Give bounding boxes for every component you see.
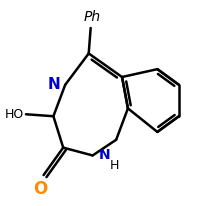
Text: Ph: Ph [84, 10, 101, 24]
Text: HO: HO [5, 107, 24, 120]
Text: N: N [47, 77, 60, 92]
Text: N: N [99, 148, 110, 162]
Text: O: O [34, 179, 48, 197]
Text: H: H [109, 158, 119, 171]
